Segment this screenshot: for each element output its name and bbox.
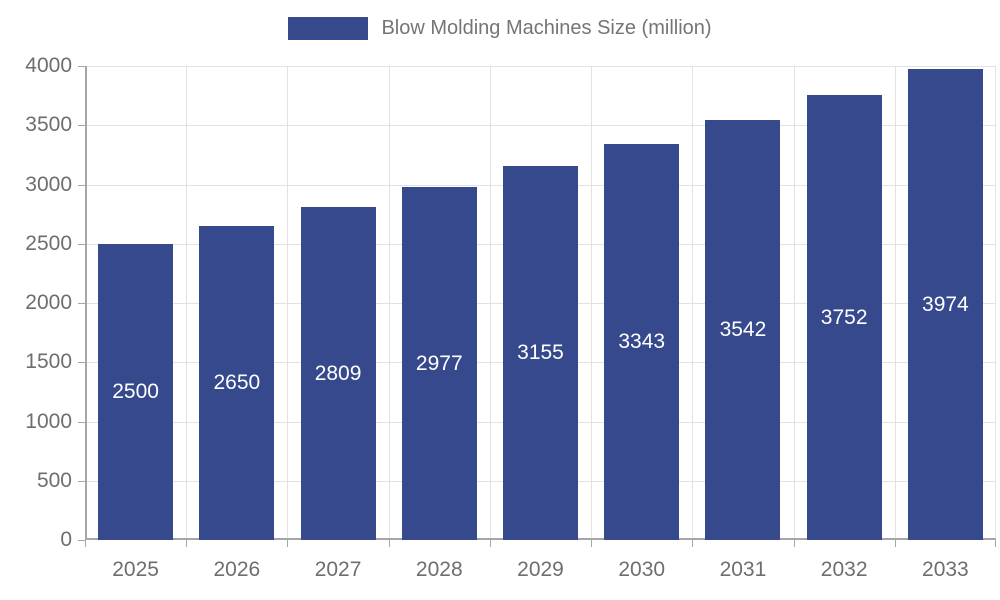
- bar: 2809: [300, 207, 376, 540]
- bar: 2650: [199, 225, 275, 540]
- y-tick-label: 2500: [25, 231, 72, 255]
- x-tick: [388, 540, 390, 547]
- y-axis: 0 500 1000 1500 2000 2500 3000 3500 4000: [0, 54, 72, 551]
- y-tick: [78, 66, 85, 67]
- x-tick: [894, 540, 896, 547]
- bar: 3974: [907, 69, 983, 540]
- gridline-vertical: [894, 66, 896, 540]
- bar-value-label: 2809: [314, 361, 362, 385]
- bar-value-label: 2977: [415, 351, 463, 375]
- y-tick: [78, 480, 85, 482]
- bar: 2500: [98, 243, 174, 540]
- y-tick: [78, 125, 85, 127]
- gridline-vertical: [287, 66, 289, 540]
- bar-value-label: 3343: [618, 329, 666, 353]
- y-tick-label: 0: [60, 528, 72, 551]
- x-tick-label: 2028: [415, 558, 463, 581]
- bar-value-label: 3155: [517, 341, 564, 365]
- x-tick: [489, 540, 491, 547]
- bar-value-label: 3542: [719, 318, 767, 342]
- x-tick: [793, 540, 795, 547]
- y-tick: [78, 303, 85, 304]
- bar: 3542: [705, 120, 781, 540]
- bar-value-label: 2650: [213, 370, 261, 394]
- chart-legend[interactable]: Blow Molding Machines Size (million): [0, 14, 1000, 42]
- x-tick-label: 2030: [618, 558, 666, 581]
- y-tick-label: 3000: [25, 172, 72, 196]
- x-tick: [85, 540, 86, 547]
- gridline-vertical: [186, 66, 188, 540]
- bar: 3155: [503, 166, 578, 540]
- x-tick-label: 2029: [517, 558, 564, 581]
- gridline-vertical: [489, 66, 491, 540]
- gridline-vertical: [388, 66, 390, 540]
- y-tick-label: 3500: [25, 113, 72, 137]
- x-tick: [186, 540, 188, 547]
- y-tick: [78, 243, 85, 245]
- gridline-horizontal: [85, 125, 996, 127]
- legend-swatch-icon: [288, 16, 369, 40]
- x-tick-label: 2027: [314, 558, 362, 581]
- legend-label: Blow Molding Machines Size (million): [381, 16, 712, 39]
- gridline-vertical: [591, 66, 593, 540]
- gridline-vertical: [995, 66, 996, 540]
- bar-value-label: 3752: [820, 305, 868, 329]
- y-tick: [78, 540, 85, 541]
- bar-value-label: 3974: [922, 292, 969, 316]
- y-tick: [78, 421, 85, 423]
- x-tick: [995, 540, 996, 547]
- y-tick-label: 1000: [25, 409, 72, 433]
- bar: 2977: [401, 187, 477, 540]
- y-axis-line: [85, 66, 87, 540]
- x-tick: [591, 540, 593, 547]
- x-tick-label: 2032: [820, 558, 868, 581]
- y-tick: [78, 362, 85, 364]
- gridline-vertical: [692, 66, 694, 540]
- plot-area: 2500 2650 2809 2977 3155 3343 3542 3752 3974: [78, 66, 996, 547]
- x-tick-label: 2031: [719, 558, 767, 581]
- gridline-horizontal: [85, 66, 996, 67]
- x-tick: [692, 540, 694, 547]
- gridline-vertical: [793, 66, 795, 540]
- x-tick: [287, 540, 289, 547]
- bar-value-label: 2500: [112, 379, 159, 403]
- x-tick-label: 2026: [213, 558, 261, 581]
- bar: 3752: [806, 95, 882, 540]
- bar: 3343: [604, 143, 680, 540]
- y-tick-label: 500: [36, 468, 72, 492]
- y-tick-label: 1500: [25, 350, 72, 374]
- x-tick-label: 2025: [112, 558, 159, 581]
- x-tick-label: 2033: [922, 558, 969, 581]
- y-tick-label: 4000: [25, 54, 72, 77]
- x-axis: 2025 2026 2027 2028 2029 2030 2031 2032 2033: [85, 558, 996, 588]
- y-tick: [78, 184, 85, 186]
- y-tick-label: 2000: [25, 291, 72, 314]
